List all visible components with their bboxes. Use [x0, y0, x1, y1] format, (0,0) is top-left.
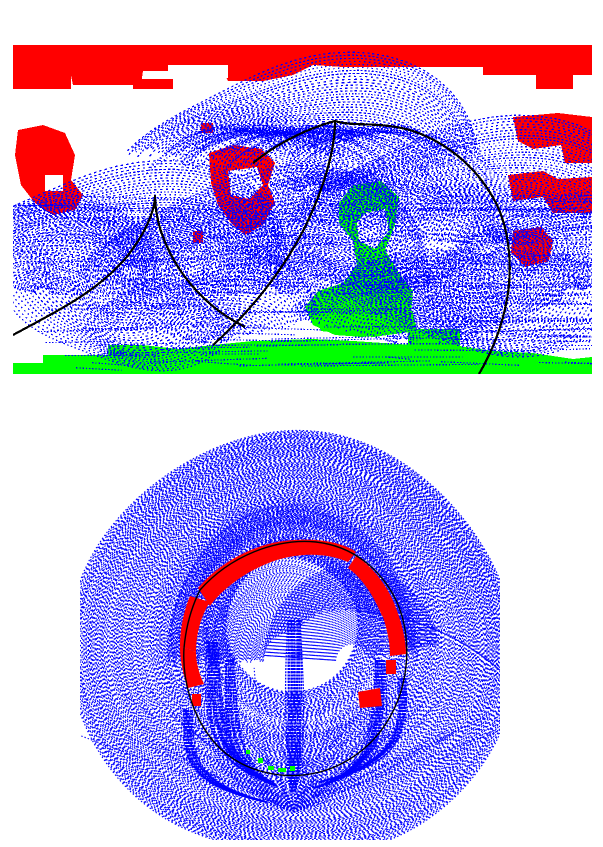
globe-field-lines [80, 429, 500, 840]
equirectangular-map-panel [13, 45, 592, 374]
three-d-field-structure-panel [80, 410, 500, 840]
sphere-outline [183, 540, 408, 777]
streamline-paths [13, 51, 592, 372]
globe-svg [80, 410, 500, 840]
green-footpoint-markers [246, 750, 295, 772]
separatrix-arcs [13, 119, 511, 374]
map-svg [13, 45, 592, 374]
